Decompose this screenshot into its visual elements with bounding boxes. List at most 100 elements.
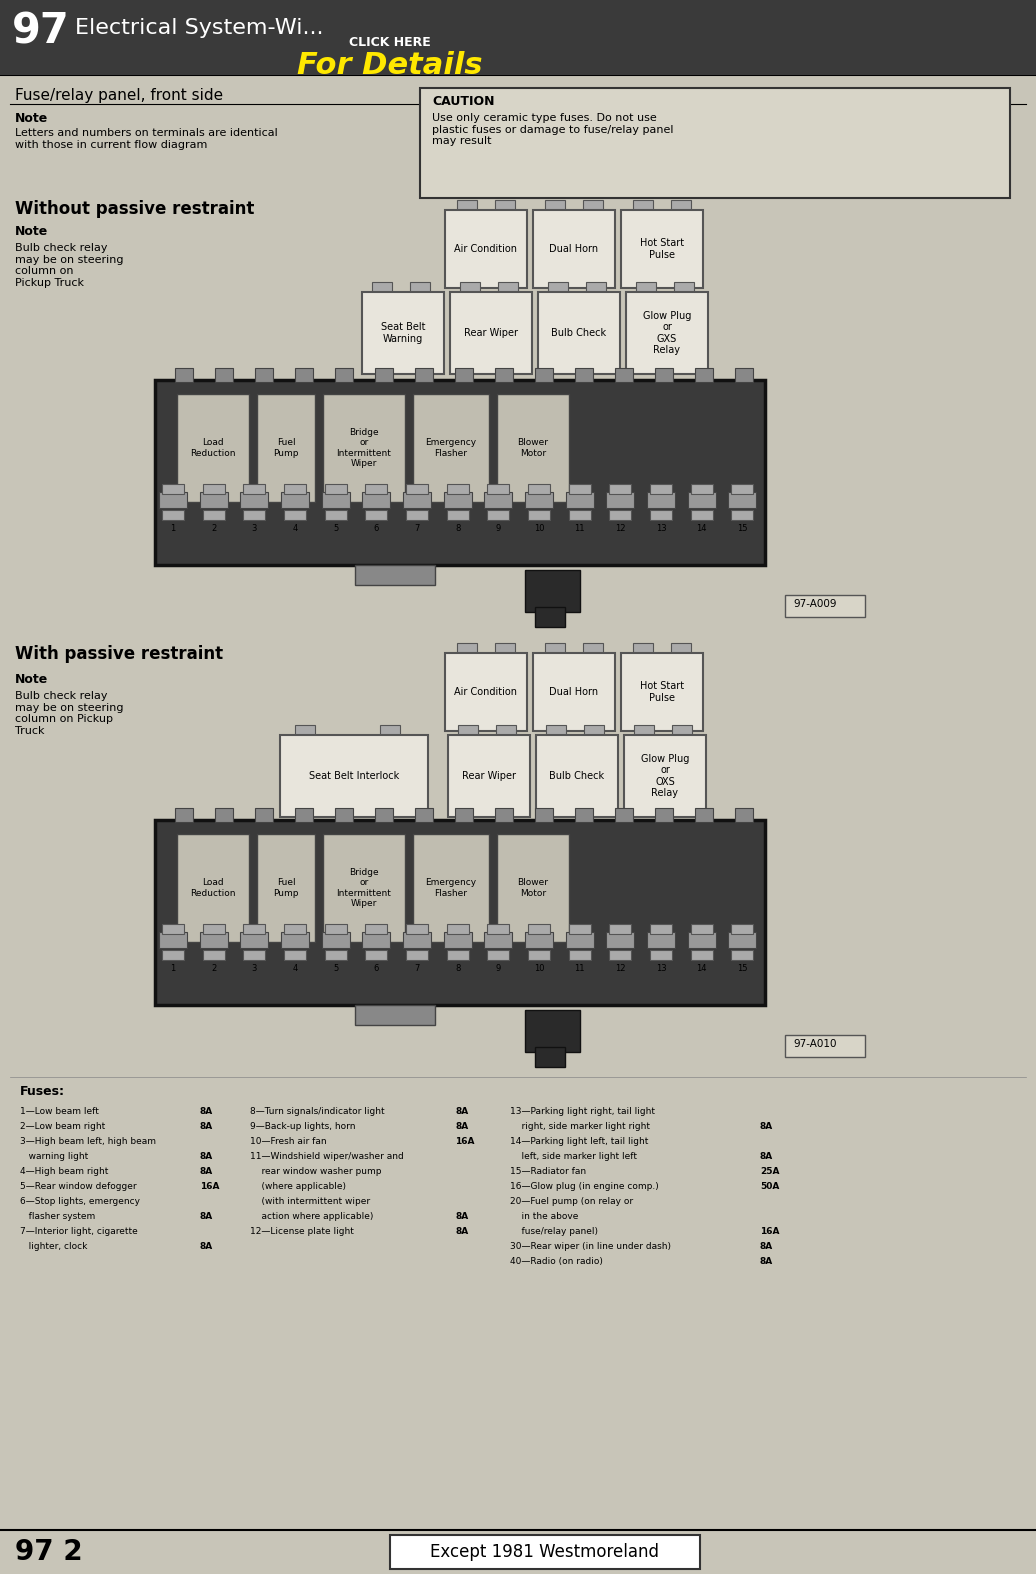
- Bar: [458, 726, 478, 737]
- Bar: [634, 726, 654, 737]
- Bar: [487, 510, 510, 519]
- Bar: [485, 932, 513, 948]
- Text: 4—High beam right: 4—High beam right: [20, 1166, 109, 1176]
- Bar: [569, 510, 591, 519]
- Bar: [323, 394, 405, 502]
- Text: Hot Start
Pulse: Hot Start Pulse: [640, 238, 684, 260]
- Text: 2—Low beam right: 2—Low beam right: [20, 1122, 106, 1132]
- Text: 16A: 16A: [455, 1136, 474, 1146]
- Bar: [691, 951, 713, 960]
- Bar: [535, 1047, 565, 1067]
- Bar: [525, 932, 553, 948]
- Bar: [355, 1006, 435, 1025]
- Text: Dual Horn: Dual Horn: [549, 244, 599, 253]
- Bar: [203, 924, 225, 933]
- Bar: [487, 483, 510, 494]
- Bar: [362, 293, 444, 375]
- Bar: [691, 483, 713, 494]
- Text: Rear Wiper: Rear Wiper: [464, 327, 518, 338]
- Text: Use only ceramic type fuses. Do not use
plastic fuses or damage to fuse/relay pa: Use only ceramic type fuses. Do not use …: [432, 113, 673, 146]
- Text: Electrical System-Wi...: Electrical System-Wi...: [75, 17, 323, 38]
- Bar: [575, 807, 593, 822]
- Text: (with intermittent wiper: (with intermittent wiper: [250, 1196, 370, 1206]
- Bar: [495, 200, 515, 212]
- Bar: [606, 932, 634, 948]
- Bar: [695, 368, 713, 382]
- Bar: [243, 951, 265, 960]
- Bar: [525, 493, 553, 508]
- Text: 14: 14: [696, 963, 707, 973]
- Bar: [545, 200, 565, 212]
- Text: 10: 10: [534, 524, 544, 534]
- Bar: [447, 924, 468, 933]
- Bar: [215, 368, 233, 382]
- Bar: [443, 493, 471, 508]
- Bar: [528, 924, 550, 933]
- Text: 97: 97: [12, 9, 69, 52]
- Bar: [243, 483, 265, 494]
- Text: Fuel
Pump: Fuel Pump: [274, 438, 298, 458]
- Text: 20—Fuel pump (on relay or: 20—Fuel pump (on relay or: [510, 1196, 633, 1206]
- Bar: [609, 483, 631, 494]
- Bar: [321, 493, 350, 508]
- Text: 11—Windshield wiper/washer and: 11—Windshield wiper/washer and: [250, 1152, 404, 1162]
- Text: 7: 7: [414, 963, 420, 973]
- Bar: [655, 807, 673, 822]
- Bar: [545, 644, 565, 655]
- Bar: [366, 924, 387, 933]
- Bar: [495, 644, 515, 655]
- Text: Note: Note: [15, 674, 49, 686]
- Text: 14: 14: [696, 524, 707, 534]
- Bar: [609, 510, 631, 519]
- Text: 15: 15: [737, 524, 748, 534]
- Text: Seat Belt
Warning: Seat Belt Warning: [381, 323, 425, 343]
- Bar: [546, 726, 566, 737]
- Text: 8A: 8A: [200, 1122, 213, 1132]
- Text: Bulb Check: Bulb Check: [551, 327, 606, 338]
- Bar: [447, 483, 468, 494]
- Bar: [626, 293, 708, 375]
- Bar: [569, 924, 591, 933]
- Bar: [240, 493, 268, 508]
- Bar: [162, 951, 184, 960]
- Bar: [390, 1535, 700, 1569]
- Bar: [648, 932, 675, 948]
- Bar: [575, 368, 593, 382]
- Text: action where applicable): action where applicable): [250, 1212, 373, 1221]
- Text: 3: 3: [252, 963, 257, 973]
- Text: in the above: in the above: [510, 1212, 578, 1221]
- Bar: [583, 644, 603, 655]
- Bar: [735, 807, 753, 822]
- Text: flasher system: flasher system: [20, 1212, 95, 1221]
- Bar: [450, 293, 533, 375]
- Text: 8—Turn signals/indicator light: 8—Turn signals/indicator light: [250, 1107, 384, 1116]
- Text: Bulb check relay
may be on steering
column on Pickup
Truck: Bulb check relay may be on steering colu…: [15, 691, 123, 735]
- Bar: [243, 510, 265, 519]
- Bar: [355, 565, 435, 586]
- Text: Note: Note: [15, 112, 49, 124]
- Text: Load
Reduction: Load Reduction: [191, 878, 236, 897]
- Bar: [695, 807, 713, 822]
- Bar: [650, 510, 672, 519]
- Text: 3: 3: [252, 524, 257, 534]
- Bar: [535, 368, 553, 382]
- Bar: [636, 282, 656, 294]
- Bar: [335, 807, 353, 822]
- Bar: [280, 735, 428, 817]
- Text: 15: 15: [737, 963, 748, 973]
- Text: 2: 2: [211, 524, 217, 534]
- Text: 7: 7: [414, 524, 420, 534]
- Text: 14—Parking light left, tail light: 14—Parking light left, tail light: [510, 1136, 649, 1146]
- Text: 9: 9: [495, 963, 501, 973]
- Text: CLICK HERE: CLICK HERE: [349, 36, 431, 49]
- Bar: [295, 807, 313, 822]
- Text: Bridge
or
Intermittent
Wiper: Bridge or Intermittent Wiper: [337, 428, 392, 467]
- Bar: [321, 932, 350, 948]
- Text: 8A: 8A: [455, 1228, 468, 1236]
- Bar: [447, 510, 468, 519]
- Bar: [243, 924, 265, 933]
- Text: 97 2: 97 2: [15, 1538, 83, 1566]
- Text: For Details: For Details: [297, 50, 483, 80]
- Text: 8A: 8A: [760, 1258, 773, 1265]
- Bar: [785, 1036, 865, 1058]
